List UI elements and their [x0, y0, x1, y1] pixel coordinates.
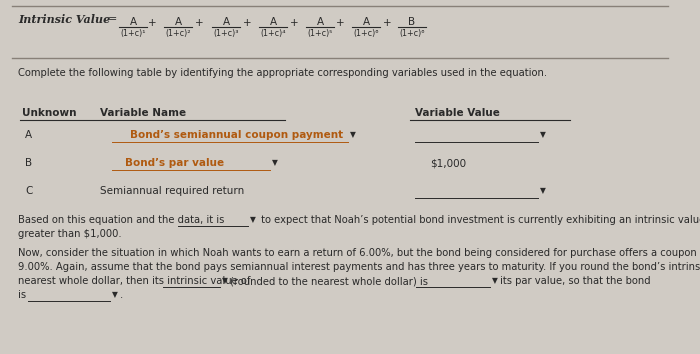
Text: ▼: ▼: [222, 276, 228, 285]
Text: Bond’s semiannual coupon payment: Bond’s semiannual coupon payment: [130, 130, 343, 140]
Text: +: +: [383, 18, 391, 28]
Text: (1+c)⁶: (1+c)⁶: [399, 29, 425, 38]
Text: A: A: [270, 17, 276, 27]
Text: A: A: [25, 130, 32, 140]
Text: Bond’s par value: Bond’s par value: [125, 158, 225, 168]
Text: (1+c)³: (1+c)³: [214, 29, 239, 38]
Text: ▼: ▼: [250, 215, 256, 224]
Text: Intrinsic Value: Intrinsic Value: [18, 14, 111, 25]
Text: (1+c)⁵: (1+c)⁵: [307, 29, 332, 38]
Text: (1+c)⁶: (1+c)⁶: [354, 29, 379, 38]
Text: ▼: ▼: [112, 290, 118, 299]
Text: ▼: ▼: [272, 158, 278, 167]
Text: +: +: [336, 18, 344, 28]
Text: B: B: [408, 17, 416, 27]
Text: (1+c)²: (1+c)²: [165, 29, 190, 38]
Text: Semiannual required return: Semiannual required return: [100, 186, 244, 196]
Text: Unknown: Unknown: [22, 108, 76, 118]
Text: .: .: [120, 290, 123, 300]
Text: Variable Value: Variable Value: [415, 108, 500, 118]
Text: to expect that Noah’s potential bond investment is currently exhibiting an intri: to expect that Noah’s potential bond inv…: [258, 215, 700, 225]
Text: (1+c)¹: (1+c)¹: [120, 29, 146, 38]
Text: +: +: [195, 18, 203, 28]
Text: (rounded to the nearest whole dollar) is: (rounded to the nearest whole dollar) is: [230, 276, 428, 286]
Text: A: A: [316, 17, 323, 27]
Text: Based on this equation and the data, it is: Based on this equation and the data, it …: [18, 215, 225, 225]
Text: C: C: [25, 186, 32, 196]
Text: +: +: [243, 18, 251, 28]
Text: Complete the following table by identifying the appropriate corresponding variab: Complete the following table by identify…: [18, 68, 547, 78]
Text: 9.00%. Again, assume that the bond pays semiannual interest payments and has thr: 9.00%. Again, assume that the bond pays …: [18, 262, 700, 272]
Text: ▼: ▼: [540, 130, 546, 139]
Text: nearest whole dollar, then its intrinsic value of: nearest whole dollar, then its intrinsic…: [18, 276, 251, 286]
Text: Now, consider the situation in which Noah wants to earn a return of 6.00%, but t: Now, consider the situation in which Noa…: [18, 248, 700, 258]
Text: Variable Name: Variable Name: [100, 108, 186, 118]
Text: ▼: ▼: [492, 276, 498, 285]
Text: B: B: [25, 158, 32, 168]
Text: A: A: [130, 17, 136, 27]
Text: $1,000: $1,000: [430, 158, 466, 168]
Text: greater than $1,000.: greater than $1,000.: [18, 229, 122, 239]
Text: =: =: [108, 14, 118, 24]
Text: (1+c)⁴: (1+c)⁴: [260, 29, 286, 38]
Text: A: A: [174, 17, 181, 27]
Text: is: is: [18, 290, 26, 300]
Text: ▼: ▼: [350, 130, 356, 139]
Text: its par value, so that the bond: its par value, so that the bond: [500, 276, 650, 286]
Text: +: +: [290, 18, 298, 28]
Text: ▼: ▼: [540, 186, 546, 195]
Text: +: +: [148, 18, 156, 28]
Text: A: A: [363, 17, 370, 27]
Text: A: A: [223, 17, 230, 27]
